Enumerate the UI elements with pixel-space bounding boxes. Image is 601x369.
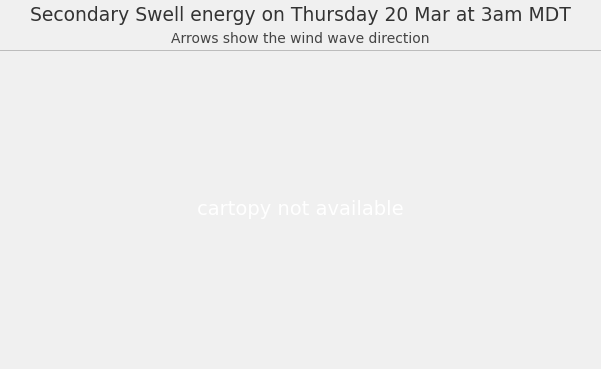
Text: Secondary Swell energy on Thursday 20 Mar at 3am MDT: Secondary Swell energy on Thursday 20 Ma… bbox=[30, 6, 571, 25]
Text: Arrows show the wind wave direction: Arrows show the wind wave direction bbox=[171, 32, 430, 46]
Text: cartopy not available: cartopy not available bbox=[197, 200, 404, 219]
